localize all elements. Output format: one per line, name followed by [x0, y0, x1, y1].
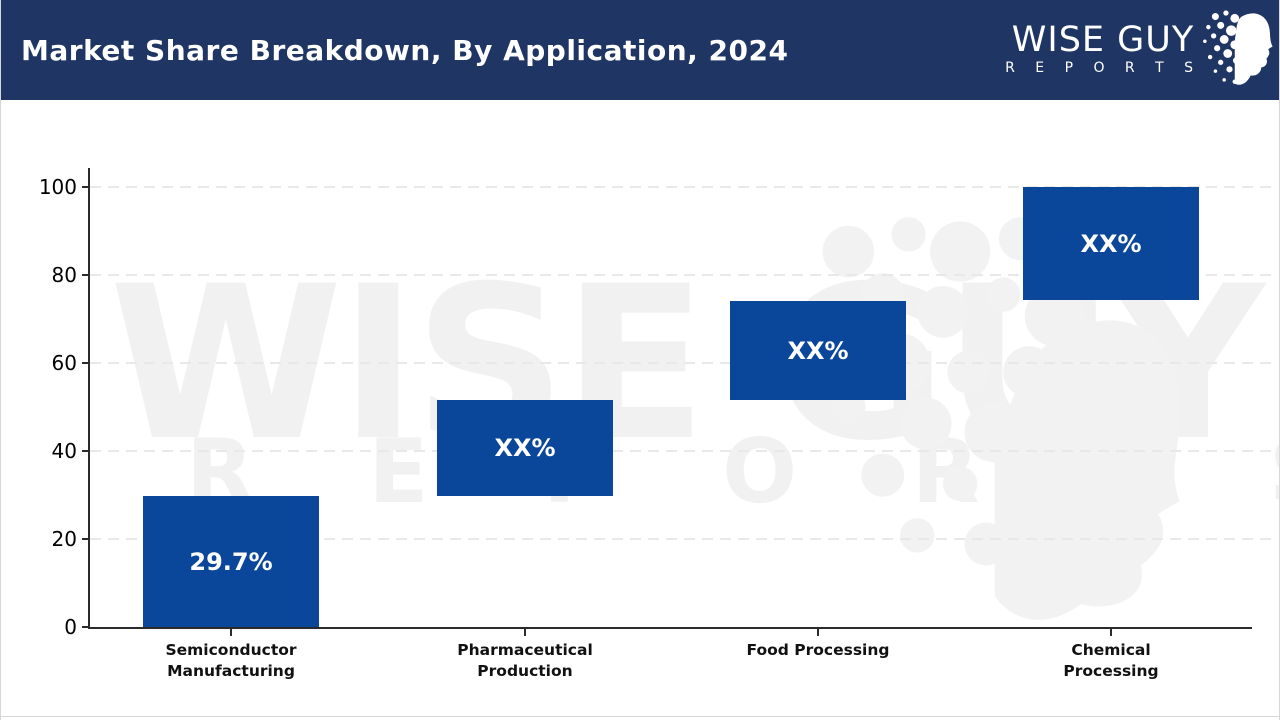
- y-axis-tick: [82, 274, 89, 276]
- y-axis-line: [88, 168, 90, 629]
- x-axis-tick: [817, 629, 819, 636]
- bar-segment: [730, 300, 906, 401]
- y-axis-tick: [82, 186, 89, 188]
- x-axis-tick: [524, 629, 526, 636]
- chart-title: Market Share Breakdown, By Application, …: [21, 33, 789, 67]
- x-category-label: Semiconductor Manufacturing: [165, 641, 297, 680]
- y-axis-tick-label: 60: [51, 351, 77, 375]
- logo-subtitle: R E P O R T S: [1005, 60, 1201, 76]
- y-axis-tick-label: 100: [38, 175, 77, 199]
- bar-segment: [143, 496, 319, 627]
- bar-value-label: XX%: [1080, 229, 1142, 258]
- y-axis-tick: [82, 626, 89, 628]
- bar-value-label: XX%: [494, 434, 556, 463]
- y-axis-tick: [82, 362, 89, 364]
- logo-head-icon: [1203, 10, 1273, 85]
- y-gridline: [90, 274, 1278, 276]
- y-axis-tick: [82, 450, 89, 452]
- y-axis-tick-label: 80: [51, 263, 77, 287]
- header-bar: Market Share Breakdown, By Application, …: [1, 0, 1279, 100]
- y-axis-tick: [82, 538, 89, 540]
- x-category-label: Pharmaceutical Production: [457, 641, 593, 680]
- y-axis-tick-label: 40: [51, 439, 77, 463]
- x-axis-tick: [230, 629, 232, 636]
- logo-text: WISE GUY R E P O R T S: [1005, 22, 1201, 77]
- bar-segment: [1023, 187, 1199, 301]
- y-gridline: [90, 362, 1278, 364]
- bottom-border-rule: [1, 716, 1279, 717]
- bar-value-label: 29.7%: [189, 547, 273, 576]
- y-axis-tick-label: 0: [64, 615, 77, 639]
- bar-segment: [437, 400, 613, 496]
- logo-wordmark: WISE GUY: [1011, 20, 1195, 60]
- y-gridline: [90, 186, 1278, 188]
- x-category-label: Chemical Processing: [1063, 641, 1159, 680]
- x-axis-tick: [1110, 629, 1112, 636]
- y-gridline: [90, 450, 1278, 452]
- y-axis-tick-label: 20: [51, 527, 77, 551]
- y-gridline: [90, 538, 1278, 540]
- wise-guy-reports-logo: WISE GUY R E P O R T S: [1005, 0, 1273, 100]
- bar-value-label: XX%: [787, 336, 849, 365]
- x-axis-line: [88, 627, 1252, 629]
- x-category-label: Food Processing: [746, 641, 890, 659]
